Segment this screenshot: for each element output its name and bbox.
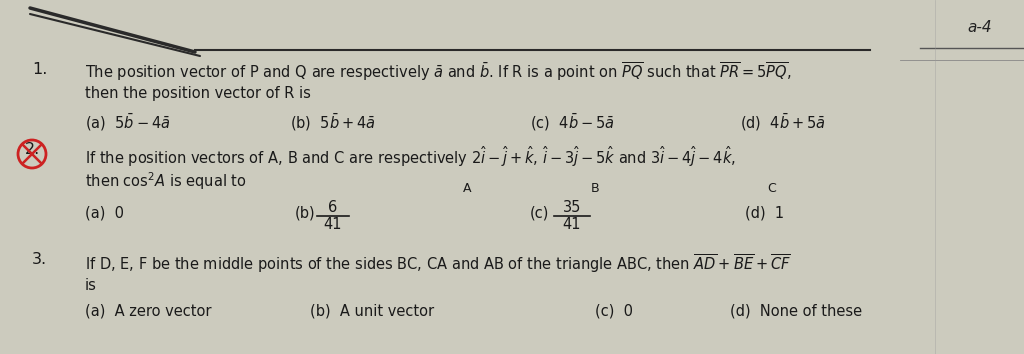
Text: (c)  0: (c) 0 (595, 304, 633, 319)
Text: B: B (591, 182, 599, 195)
Text: (d)  $4\bar{b}+5\bar{a}$: (d) $4\bar{b}+5\bar{a}$ (740, 112, 825, 133)
Text: (a)  $5\bar{b}-4\bar{a}$: (a) $5\bar{b}-4\bar{a}$ (85, 112, 171, 133)
Text: If D, E, F be the middle points of the sides BC, CA and AB of the triangle ABC, : If D, E, F be the middle points of the s… (85, 252, 791, 275)
Text: (c): (c) (530, 206, 549, 221)
Text: If the position vectors of A, B and C are respectively $2\hat{i}-\hat{j}+\hat{k}: If the position vectors of A, B and C ar… (85, 144, 736, 169)
Text: 2.: 2. (25, 142, 40, 157)
Text: (c)  $4\bar{b}-5\bar{a}$: (c) $4\bar{b}-5\bar{a}$ (530, 112, 614, 133)
Text: (d)  1: (d) 1 (745, 206, 784, 221)
Text: (b)  $5\bar{b}+4\bar{a}$: (b) $5\bar{b}+4\bar{a}$ (290, 112, 376, 133)
Text: 1.: 1. (32, 62, 47, 77)
Text: 3.: 3. (32, 252, 47, 267)
Text: is: is (85, 278, 97, 293)
Text: then $\cos^2\!A$ is equal to: then $\cos^2\!A$ is equal to (85, 170, 247, 192)
Text: 41: 41 (563, 217, 582, 232)
Text: then the position vector of R is: then the position vector of R is (85, 86, 311, 101)
Text: (d)  None of these: (d) None of these (730, 304, 862, 319)
Text: a-4: a-4 (968, 21, 992, 35)
Text: 6: 6 (329, 200, 338, 215)
Text: The position vector of P and Q are respectively $\bar{a}$ and $\bar{b}$. If R is: The position vector of P and Q are respe… (85, 60, 792, 82)
Text: (b)  A unit vector: (b) A unit vector (310, 304, 434, 319)
Text: 41: 41 (324, 217, 342, 232)
Text: (b): (b) (295, 206, 315, 221)
Text: (a)  0: (a) 0 (85, 206, 124, 221)
Text: C: C (768, 182, 776, 195)
Text: (a)  A zero vector: (a) A zero vector (85, 304, 212, 319)
Text: A: A (463, 182, 471, 195)
Text: 35: 35 (563, 200, 582, 215)
